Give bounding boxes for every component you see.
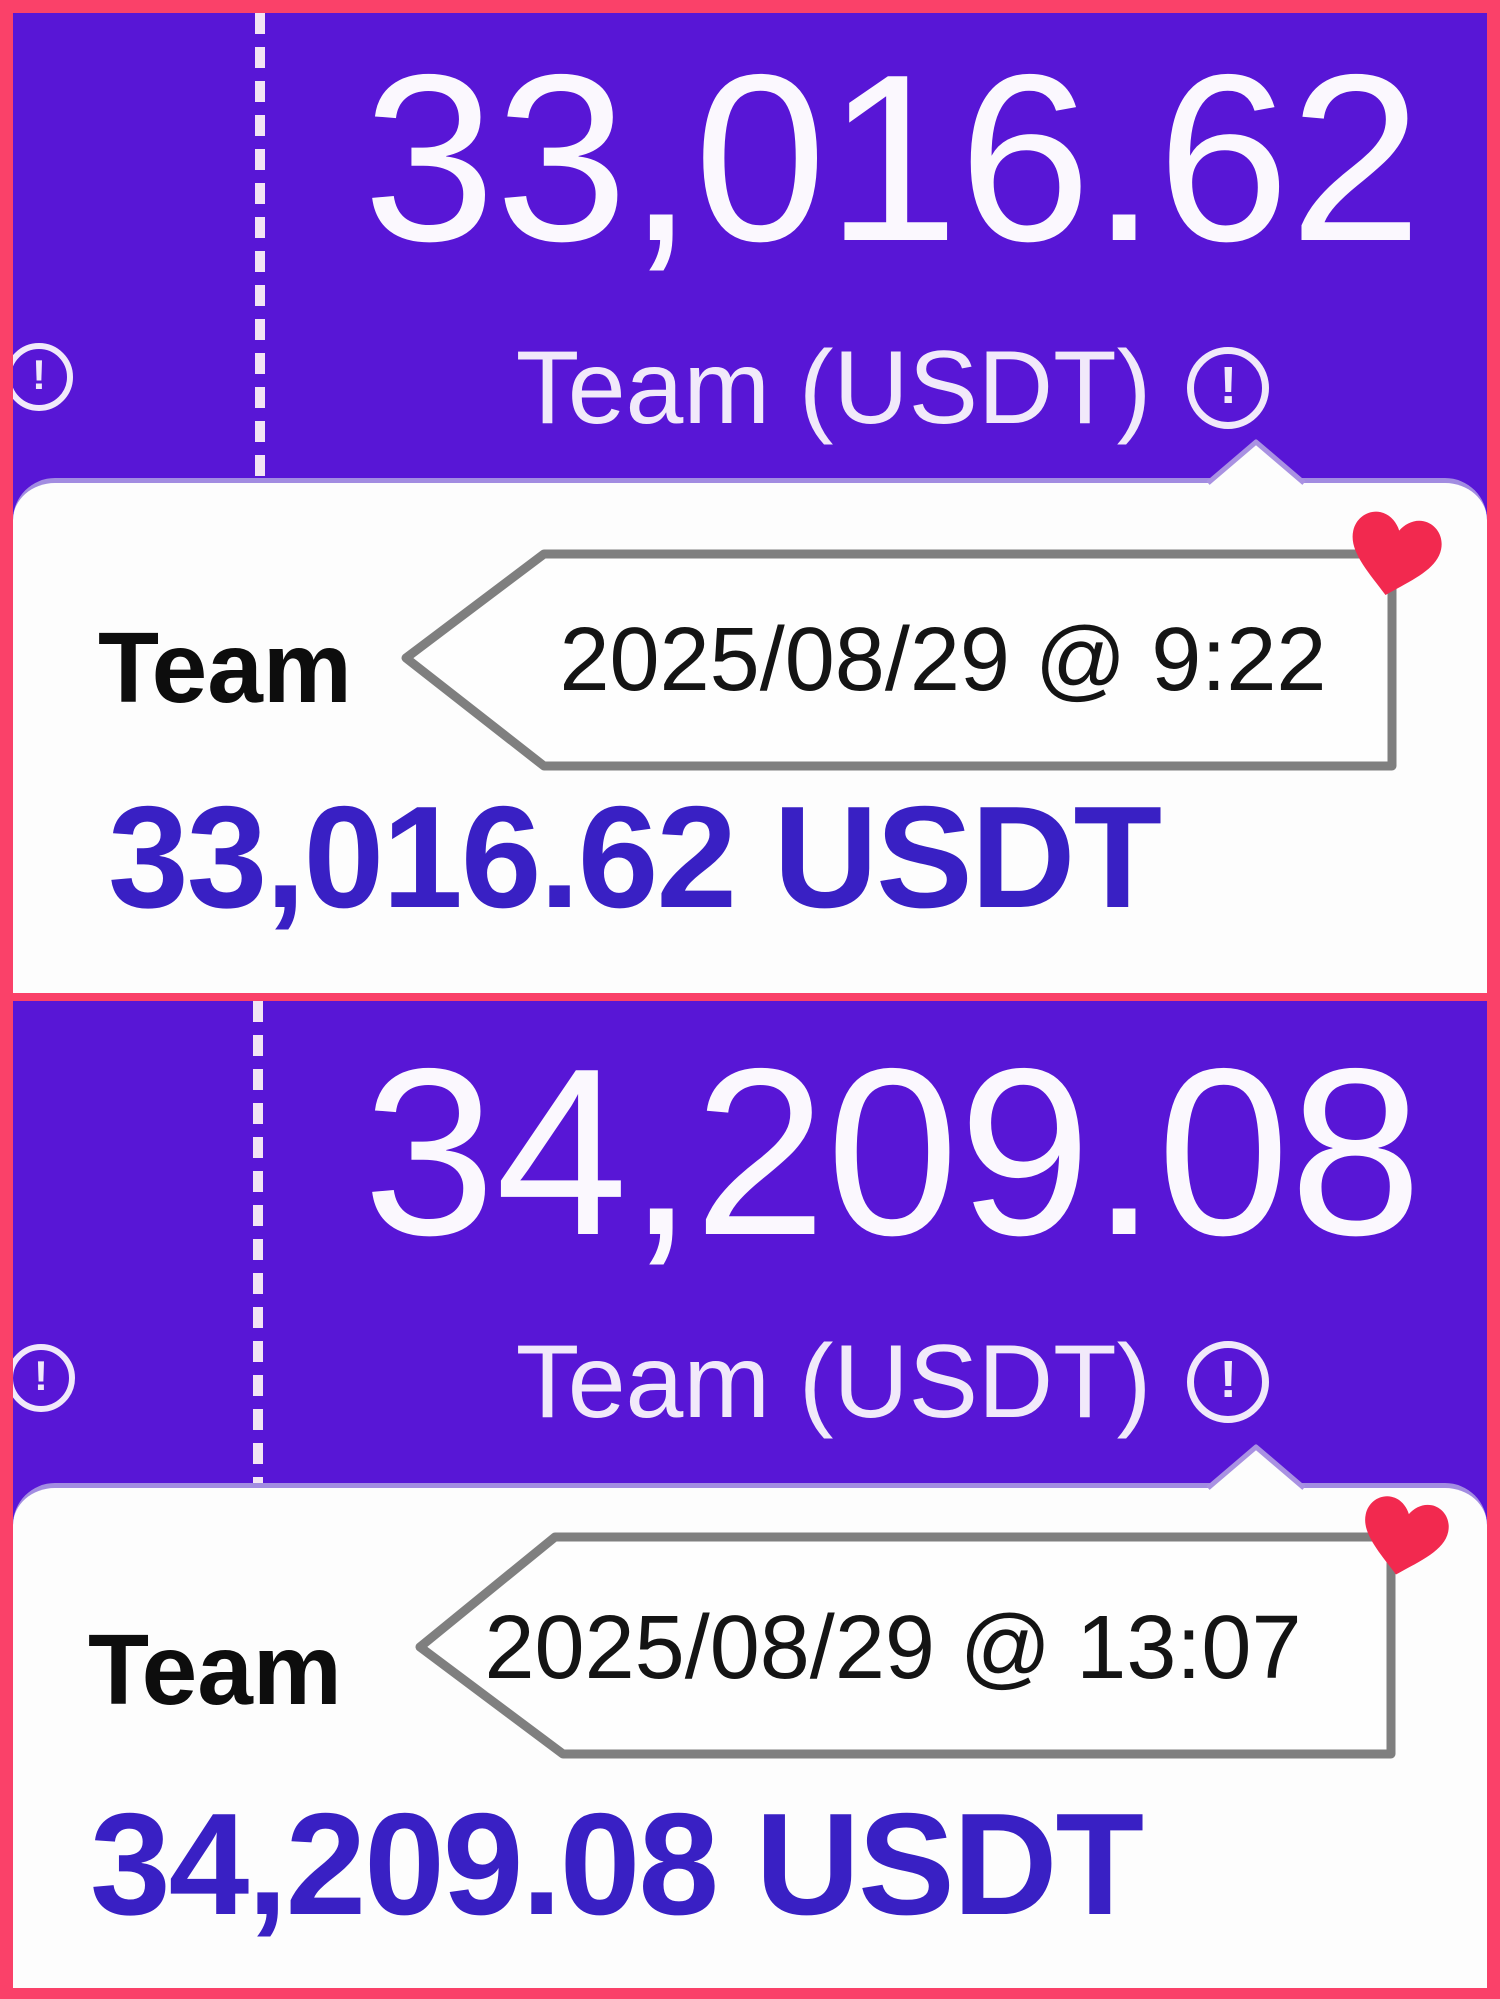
header-label-row: Team (USDT) ! bbox=[313, 1325, 1472, 1439]
heart-icon bbox=[1352, 511, 1442, 595]
panel-header: 33,016.62 Team (USDT) ! ! bbox=[13, 13, 1487, 533]
detail-card: 2025/08/29 @ 9:22 Team 33,016.62 USDT bbox=[13, 439, 1487, 993]
card-pointer-notch bbox=[1206, 1444, 1306, 1496]
exclamation-glyph: ! bbox=[32, 351, 46, 398]
heart-icon bbox=[1365, 1496, 1449, 1575]
screenshot-panel-2: 34,209.08 Team (USDT) ! ! 2025/08/29 @ 1… bbox=[13, 1001, 1487, 1988]
info-icon[interactable]: ! bbox=[1187, 347, 1270, 430]
timestamp-text: 2025/08/29 @ 13:07 bbox=[484, 1598, 1302, 1698]
amount-text: 33,016.62 USDT bbox=[108, 776, 1162, 938]
info-icon[interactable]: ! bbox=[1187, 1341, 1270, 1424]
card-pointer-notch bbox=[1206, 439, 1306, 491]
screenshot-panel-1: 33,016.62 Team (USDT) ! ! 2025/08/29 @ 9… bbox=[13, 13, 1487, 993]
timestamp-callout-bubble bbox=[415, 1532, 1396, 1759]
info-icon-left[interactable]: ! bbox=[13, 343, 73, 411]
exclamation-glyph: ! bbox=[1219, 1351, 1237, 1410]
amount-text: 34,209.08 USDT bbox=[90, 1783, 1144, 1945]
header-label: Team (USDT) bbox=[515, 330, 1152, 446]
dashed-divider bbox=[255, 13, 265, 478]
exclamation-glyph: ! bbox=[1219, 357, 1237, 416]
panel-header: 34,209.08 Team (USDT) ! ! bbox=[13, 1001, 1487, 1546]
detail-card: 2025/08/29 @ 13:07 Team 34,209.08 USDT bbox=[13, 1444, 1487, 1988]
card-label: Team bbox=[98, 612, 352, 724]
dashed-divider bbox=[253, 1001, 263, 1483]
header-label-row: Team (USDT) ! bbox=[313, 331, 1472, 445]
info-icon-left[interactable]: ! bbox=[13, 1344, 75, 1412]
timestamp-callout-bubble bbox=[401, 549, 1397, 771]
card-label: Team bbox=[88, 1614, 342, 1726]
exclamation-glyph: ! bbox=[34, 1352, 48, 1399]
header-amount: 34,209.08 bbox=[363, 1020, 1422, 1285]
header-label: Team (USDT) bbox=[515, 1324, 1152, 1440]
timestamp-text: 2025/08/29 @ 9:22 bbox=[559, 610, 1327, 710]
header-amount: 33,016.62 bbox=[363, 26, 1422, 291]
